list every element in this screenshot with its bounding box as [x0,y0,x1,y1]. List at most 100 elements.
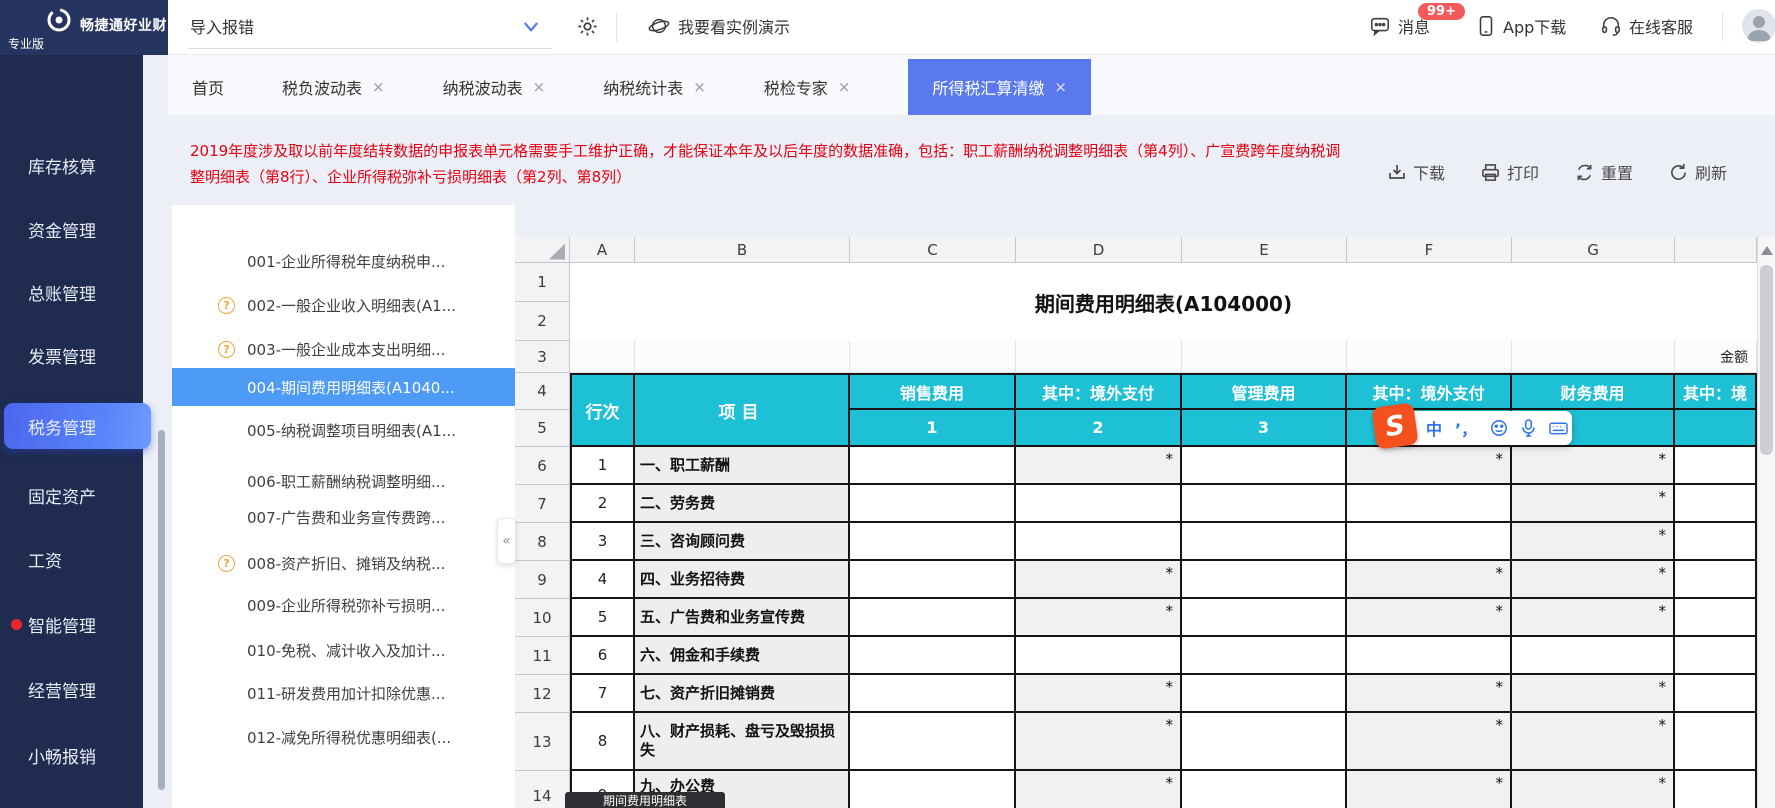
row-header-2[interactable]: 2 [515,302,570,341]
user-avatar[interactable] [1742,9,1775,43]
data-cell[interactable] [1675,561,1757,599]
item-name-cell[interactable]: 七、资产折旧摊销费 [635,675,850,713]
data-cell[interactable] [1675,523,1757,561]
data-cell[interactable]: * [1016,447,1182,485]
row-header-9[interactable]: 9 [515,561,570,599]
sheet-cell[interactable] [1182,341,1347,373]
header-item[interactable]: 项目 [635,373,850,447]
sheet-title[interactable]: 期间费用明细表(A104000) [1034,291,1293,316]
data-cell[interactable] [1675,447,1757,485]
data-cell[interactable]: * [1347,713,1512,771]
column-header-B[interactable]: B [635,237,850,263]
data-cell[interactable] [1182,637,1347,675]
data-cell[interactable] [1675,485,1757,523]
line-no-cell[interactable]: 2 [570,485,635,523]
sogou-ime-logo[interactable]: S [1371,402,1419,450]
data-cell[interactable] [1182,447,1347,485]
import-error-dropdown[interactable]: 导入报错 [190,18,255,37]
data-cell[interactable] [850,561,1016,599]
data-cell[interactable]: * [1347,447,1512,485]
data-cell[interactable]: * [1512,599,1675,637]
sheet-cell[interactable] [1512,341,1675,373]
data-cell[interactable]: * [1347,599,1512,637]
data-cell[interactable] [1182,523,1347,561]
amount-note-cell[interactable]: 金额 [1675,341,1757,373]
row-header-6[interactable]: 6 [515,447,570,485]
item-name-cell[interactable]: 二、劳务费 [635,485,850,523]
tab-tax-fluctuation[interactable]: 纳税波动表 × [443,59,546,115]
sheet-cell[interactable] [1016,341,1182,373]
close-tab-icon[interactable]: × [837,78,851,96]
data-cell[interactable] [1675,637,1757,675]
column-header-A[interactable]: A [570,237,635,263]
data-cell[interactable]: * [1512,771,1675,808]
item-name-cell[interactable]: 四、业务招待费 [635,561,850,599]
messages-button[interactable]: 消息 [1369,14,1430,38]
row-header-5[interactable]: 5 [515,410,570,447]
data-cell[interactable] [1347,485,1512,523]
header-partial[interactable]: 其中：境 [1675,373,1757,410]
header-col-num-3[interactable]: 3 [1182,410,1347,447]
help-icon[interactable]: ? [218,340,235,358]
sidebar-item-ledger[interactable]: 总账管理 [0,272,143,312]
line-no-cell[interactable]: 3 [570,523,635,561]
tab-tax-expert[interactable]: 税检专家 × [764,59,851,115]
data-cell[interactable] [1512,637,1675,675]
line-no-cell[interactable]: 4 [570,561,635,599]
collapse-panel-handle[interactable]: « [497,518,516,564]
report-item-002[interactable]: ? 002-一般企业收入明细表(A1... [172,285,515,325]
data-cell[interactable] [850,713,1016,771]
data-cell[interactable] [850,599,1016,637]
sidebar-item-smart-mgmt[interactable]: 智能管理 [0,604,143,644]
item-name-cell[interactable]: 六、佣金和手续费 [635,637,850,675]
header-col-num-1[interactable]: 1 [850,410,1016,447]
data-cell[interactable] [1016,637,1182,675]
line-no-cell[interactable]: 7 [570,675,635,713]
row-header-12[interactable]: 12 [515,675,570,713]
data-cell[interactable]: * [1347,561,1512,599]
app-download-button[interactable]: App下载 [1476,14,1566,38]
online-service-button[interactable]: 在线客服 [1600,14,1693,38]
report-item-006[interactable]: 006-职工薪酬纳税调整明细... [172,461,515,501]
data-cell[interactable] [850,675,1016,713]
data-cell[interactable] [1182,675,1347,713]
data-cell[interactable]: * [1512,447,1675,485]
data-cell[interactable]: * [1016,599,1182,637]
item-name-cell[interactable]: 三、咨询顾问费 [635,523,850,561]
print-button[interactable]: 打印 [1481,160,1539,184]
data-cell[interactable]: * [1016,713,1182,771]
data-cell[interactable] [1182,599,1347,637]
header-col-num-2[interactable]: 2 [1016,410,1182,447]
reset-button[interactable]: 重置 [1575,160,1633,184]
help-icon[interactable]: ? [218,296,235,314]
data-cell[interactable] [850,771,1016,808]
header-finance-expense[interactable]: 财务费用 [1512,373,1675,410]
sidebar-item-tax[interactable]: 税务管理 [4,403,151,449]
data-cell[interactable]: * [1512,485,1675,523]
item-name-cell[interactable]: 九、办公费 [635,771,850,808]
data-cell[interactable]: * [1512,523,1675,561]
data-cell[interactable] [1675,713,1757,771]
report-item-001[interactable]: 001-企业所得税年度纳税申... [172,241,515,281]
sidebar-item-payroll[interactable]: 工资 [0,539,143,579]
tab-tax-burden[interactable]: 税负波动表 × [282,59,385,115]
data-cell[interactable] [850,637,1016,675]
data-cell[interactable] [1675,771,1757,808]
report-item-009[interactable]: 009-企业所得税弥补亏损明... [172,585,515,625]
close-tab-icon[interactable]: × [532,78,546,96]
data-cell[interactable] [1016,485,1182,523]
sheet-cell[interactable] [570,341,635,373]
data-cell[interactable]: * [1512,675,1675,713]
help-icon[interactable]: ? [218,554,235,572]
report-item-011[interactable]: 011-研发费用加计扣除优惠... [172,673,515,713]
report-item-012[interactable]: 012-减免所得税优惠明细表(... [172,717,515,757]
tab-tax-statistics[interactable]: 纳税统计表 × [603,59,706,115]
sheet-cell[interactable] [635,341,850,373]
gear-icon[interactable] [576,15,599,38]
column-header-E[interactable]: E [1182,237,1347,263]
close-tab-icon[interactable]: × [372,78,385,96]
tab-home[interactable]: 首页 [192,59,224,115]
item-name-cell[interactable]: 八、财产损耗、盘亏及毁损损失 [635,713,850,771]
download-button[interactable]: 下载 [1388,160,1445,184]
ime-punctuation-toggle[interactable]: ’， [1455,420,1478,439]
